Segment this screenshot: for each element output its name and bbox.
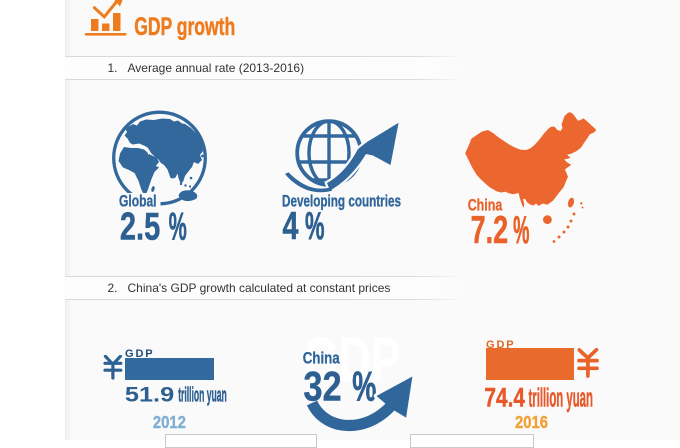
svg-text:%: %: [305, 206, 325, 246]
svg-text:%: %: [169, 206, 187, 246]
svg-text:GDP: GDP: [304, 328, 401, 388]
svg-text:32: 32: [303, 368, 341, 408]
svg-text:China: China: [303, 349, 341, 366]
svg-text:2016: 2016: [515, 413, 548, 430]
svg-text:%: %: [352, 368, 376, 408]
svg-text:GDP growth: GDP growth: [134, 13, 235, 40]
svg-text:74.4: 74.4: [484, 385, 525, 413]
svg-text:Global: Global: [119, 193, 157, 210]
svg-text:4: 4: [283, 206, 299, 246]
svg-text:7.2: 7.2: [471, 209, 509, 249]
svg-text:2.5: 2.5: [120, 206, 160, 246]
svg-text:trillion yuan: trillion yuan: [529, 385, 593, 413]
svg-text:%: %: [513, 209, 529, 249]
svg-text:trillion yuan: trillion yuan: [178, 384, 227, 406]
svg-text:51.9: 51.9: [125, 384, 174, 406]
svg-text:Developing countries: Developing countries: [282, 194, 401, 211]
svg-text:2012: 2012: [153, 413, 186, 430]
svg-text:China: China: [468, 197, 503, 214]
